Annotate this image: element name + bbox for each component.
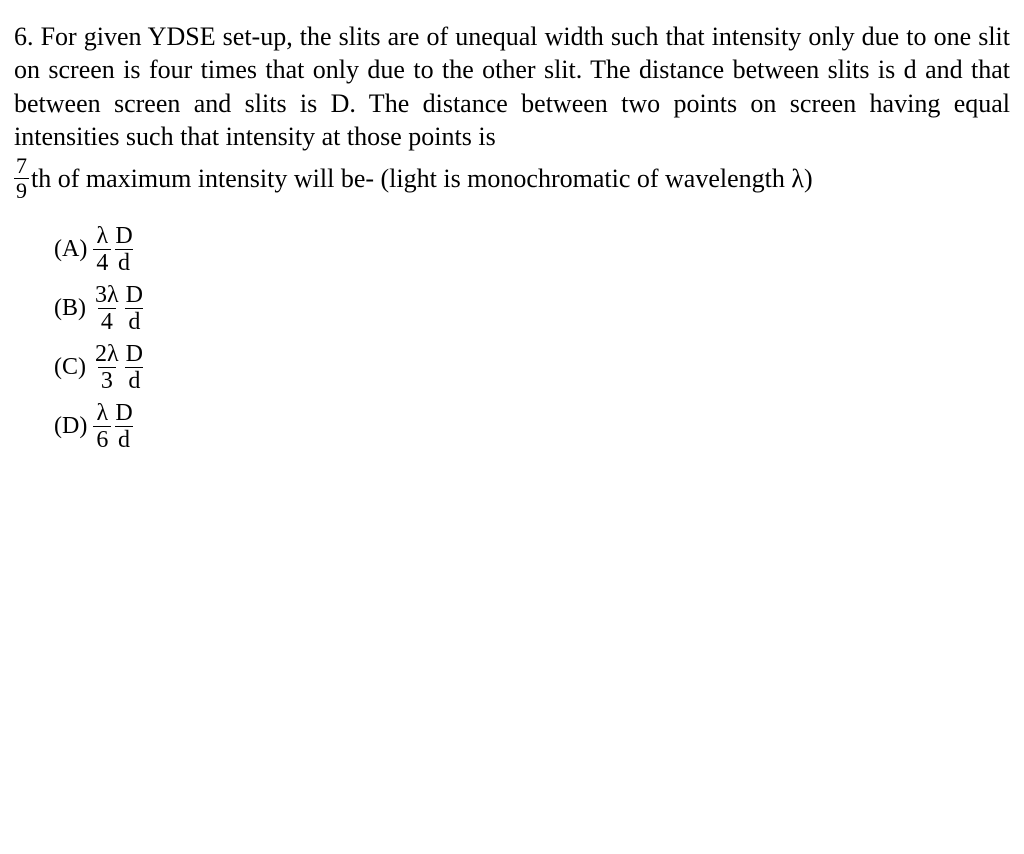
fraction-numerator: 7: [14, 155, 29, 178]
option-b-frac1-num: 3λ: [92, 283, 122, 308]
option-c-expression: 2λ 3 D d: [92, 342, 146, 393]
option-b-label: (B): [54, 295, 86, 322]
option-d-expression: λ 6 D d: [93, 401, 135, 452]
option-c: (C) 2λ 3 D d: [54, 342, 1010, 393]
option-a-frac1-num: λ: [94, 224, 112, 249]
option-d-frac2-den: d: [115, 426, 133, 452]
option-c-frac2: D d: [123, 342, 146, 393]
option-d: (D) λ 6 D d: [54, 401, 1010, 452]
option-a-frac2-den: d: [115, 249, 133, 275]
option-d-frac2: D d: [112, 401, 135, 452]
option-a-frac2: D d: [112, 224, 135, 275]
option-c-label: (C): [54, 354, 86, 381]
fraction-denominator: 9: [14, 178, 29, 202]
option-b: (B) 3λ 4 D d: [54, 283, 1010, 334]
option-b-frac2-den: d: [125, 308, 143, 334]
option-a-frac1-den: 4: [93, 249, 111, 275]
seven-ninths-fraction: 7 9: [14, 155, 29, 202]
option-b-expression: 3λ 4 D d: [92, 283, 146, 334]
question-text-part2: th of maximum intensity will be- (light …: [31, 162, 813, 195]
option-d-frac1: λ 6: [93, 401, 111, 452]
question-text-part1: For given YDSE set-up, the slits are of …: [14, 22, 1010, 151]
options-list: (A) λ 4 D d (B) 3λ 4 D d (C): [54, 224, 1010, 452]
option-b-frac2-num: D: [123, 283, 146, 308]
option-a: (A) λ 4 D d: [54, 224, 1010, 275]
option-c-frac1-den: 3: [98, 367, 116, 393]
option-b-frac1-den: 4: [98, 308, 116, 334]
option-b-frac1: 3λ 4: [92, 283, 122, 334]
question-body: 6. For given YDSE set-up, the slits are …: [14, 20, 1010, 153]
question-number: 6.: [14, 22, 34, 51]
option-d-frac1-den: 6: [93, 426, 111, 452]
option-c-frac2-num: D: [123, 342, 146, 367]
option-a-label: (A): [54, 236, 87, 263]
option-a-frac2-num: D: [112, 224, 135, 249]
option-c-frac1: 2λ 3: [92, 342, 122, 393]
option-d-label: (D): [54, 413, 87, 440]
option-d-frac2-num: D: [112, 401, 135, 426]
option-c-frac1-num: 2λ: [92, 342, 122, 367]
option-c-frac2-den: d: [125, 367, 143, 393]
question-fraction-line: 7 9 th of maximum intensity will be- (li…: [14, 155, 1010, 202]
option-b-frac2: D d: [123, 283, 146, 334]
option-a-frac1: λ 4: [93, 224, 111, 275]
option-d-frac1-num: λ: [94, 401, 112, 426]
option-a-expression: λ 4 D d: [93, 224, 135, 275]
